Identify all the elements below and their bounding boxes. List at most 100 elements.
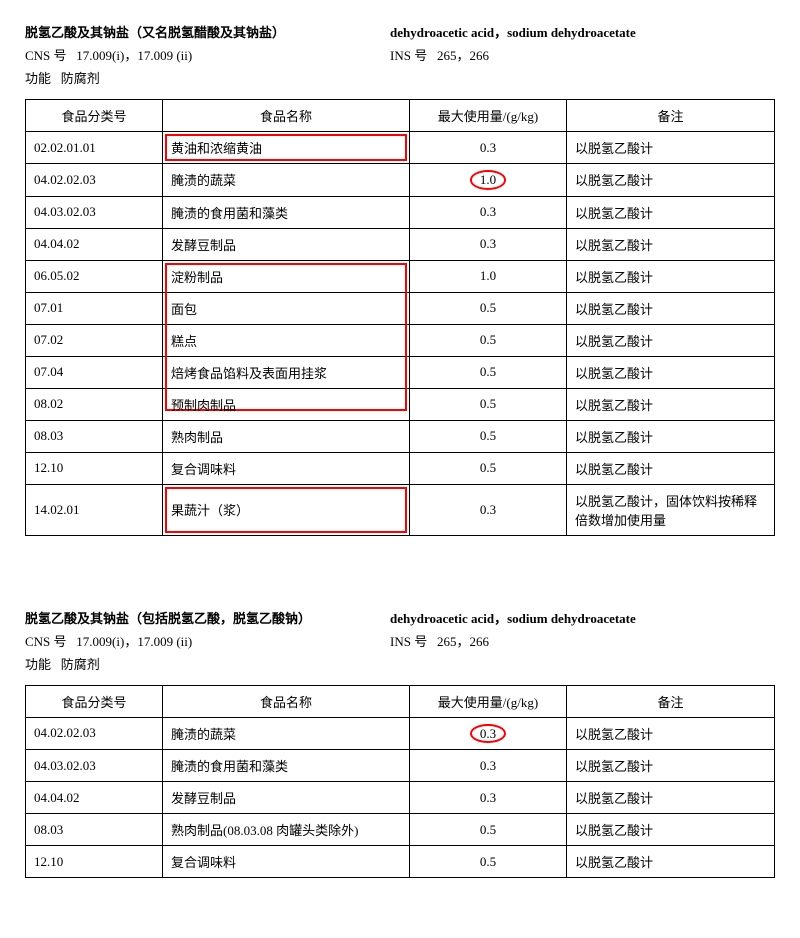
- cell-code: 07.01: [26, 292, 163, 324]
- cell-name: 腌渍的食用菌和藻类: [163, 196, 410, 228]
- cell-name: 腌渍的食用菌和藻类: [163, 750, 410, 782]
- cell-code: 08.03: [26, 814, 163, 846]
- cell-max: 1.0: [410, 164, 567, 197]
- table-row: 12.10复合调味料0.5以脱氢乙酸计: [26, 846, 775, 878]
- cell-note: 以脱氢乙酸计: [567, 814, 775, 846]
- section2-func-label: 功能: [25, 657, 51, 672]
- section1-title-en: dehydroacetic acid，sodium dehydroacetate: [390, 22, 636, 41]
- section2-cns-label: CNS 号: [25, 634, 67, 649]
- th-name: 食品名称: [163, 685, 410, 717]
- cell-max: 0.3: [410, 228, 567, 260]
- cell-code: 04.02.02.03: [26, 164, 163, 197]
- section2-cns-value: 17.009(i)，17.009 (ii): [76, 634, 192, 649]
- section2-title-cn: 脱氢乙酸及其钠盐（包括脱氢乙酸，脱氢乙酸钠）: [25, 608, 390, 627]
- th-note: 备注: [567, 100, 775, 132]
- cell-name: 面包: [163, 292, 410, 324]
- cell-name: 淀粉制品: [163, 260, 410, 292]
- cell-code: 12.10: [26, 846, 163, 878]
- cell-name: 预制肉制品: [163, 388, 410, 420]
- table-row: 08.03熟肉制品0.5以脱氢乙酸计: [26, 420, 775, 452]
- cell-max: 0.3: [410, 484, 567, 535]
- table-row: 08.02预制肉制品0.5以脱氢乙酸计: [26, 388, 775, 420]
- cell-max: 0.3: [410, 132, 567, 164]
- cell-name: 熟肉制品: [163, 420, 410, 452]
- table-row: 04.02.02.03腌渍的蔬菜 1.0 以脱氢乙酸计: [26, 164, 775, 197]
- section2-ins-label: INS 号: [390, 634, 427, 649]
- section2-ins-value: 265，266: [437, 634, 489, 649]
- th-max: 最大使用量/(g/kg): [410, 685, 567, 717]
- cell-code: 08.03: [26, 420, 163, 452]
- cell-note: 以脱氢乙酸计: [567, 260, 775, 292]
- section1-table: 食品分类号 食品名称 最大使用量/(g/kg) 备注 02.02.01.01黄油…: [25, 99, 775, 536]
- highlight-oval: 1.0: [470, 170, 506, 190]
- cell-code: 04.02.02.03: [26, 717, 163, 750]
- section1-ins-value: 265，266: [437, 48, 489, 63]
- section1-title-cn: 脱氢乙酸及其钠盐（又名脱氢醋酸及其钠盐）: [25, 22, 390, 41]
- cell-note: 以脱氢乙酸计: [567, 164, 775, 197]
- cell-code: 02.02.01.01: [26, 132, 163, 164]
- table-row: 04.03.02.03腌渍的食用菌和藻类0.3以脱氢乙酸计: [26, 196, 775, 228]
- cell-note: 以脱氢乙酸计: [567, 196, 775, 228]
- cell-name: 发酵豆制品: [163, 782, 410, 814]
- th-name: 食品名称: [163, 100, 410, 132]
- cell-code: 08.02: [26, 388, 163, 420]
- cell-max: 0.5: [410, 452, 567, 484]
- cell-code: 07.04: [26, 356, 163, 388]
- cell-note: 以脱氢乙酸计: [567, 452, 775, 484]
- table-row: 14.02.01果蔬汁（浆）0.3以脱氢乙酸计，固体饮料按稀释倍数增加使用量: [26, 484, 775, 535]
- highlight-box: [165, 134, 407, 161]
- table-row: 04.02.02.03腌渍的蔬菜 0.3 以脱氢乙酸计: [26, 717, 775, 750]
- cell-name: 腌渍的蔬菜: [163, 717, 410, 750]
- table-row: 06.05.02淀粉制品1.0以脱氢乙酸计: [26, 260, 775, 292]
- cell-note: 以脱氢乙酸计: [567, 324, 775, 356]
- cell-name: 发酵豆制品: [163, 228, 410, 260]
- cell-max: 0.3: [410, 782, 567, 814]
- cell-code: 12.10: [26, 452, 163, 484]
- cell-max: 0.3: [410, 750, 567, 782]
- section1-cns-label: CNS 号: [25, 48, 67, 63]
- cell-note: 以脱氢乙酸计: [567, 750, 775, 782]
- cell-note: 以脱氢乙酸计: [567, 782, 775, 814]
- table-row: 07.04焙烤食品馅料及表面用挂浆0.5以脱氢乙酸计: [26, 356, 775, 388]
- cell-code: 14.02.01: [26, 484, 163, 535]
- section1-func-value: 防腐剂: [61, 71, 100, 86]
- section2-table: 食品分类号 食品名称 最大使用量/(g/kg) 备注 04.02.02.03腌渍…: [25, 685, 775, 879]
- cell-note: 以脱氢乙酸计: [567, 717, 775, 750]
- cell-max: 0.5: [410, 814, 567, 846]
- cell-note: 以脱氢乙酸计: [567, 846, 775, 878]
- cell-name: 复合调味料: [163, 452, 410, 484]
- section1-ins-label: INS 号: [390, 48, 427, 63]
- cell-code: 04.03.02.03: [26, 196, 163, 228]
- table-row: 12.10复合调味料0.5以脱氢乙酸计: [26, 452, 775, 484]
- cell-code: 06.05.02: [26, 260, 163, 292]
- cell-name: 复合调味料: [163, 846, 410, 878]
- table-row: 04.04.02发酵豆制品0.3以脱氢乙酸计: [26, 228, 775, 260]
- section2-func-value: 防腐剂: [61, 657, 100, 672]
- cell-max: 0.5: [410, 846, 567, 878]
- cell-code: 04.04.02: [26, 228, 163, 260]
- cell-max: 0.5: [410, 420, 567, 452]
- cell-note: 以脱氢乙酸计: [567, 292, 775, 324]
- cell-code: 07.02: [26, 324, 163, 356]
- cell-code: 04.03.02.03: [26, 750, 163, 782]
- cell-max: 1.0: [410, 260, 567, 292]
- cell-note: 以脱氢乙酸计: [567, 388, 775, 420]
- cell-max: 0.5: [410, 292, 567, 324]
- th-code: 食品分类号: [26, 100, 163, 132]
- section2-title-en: dehydroacetic acid，sodium dehydroacetate: [390, 608, 636, 627]
- cell-name: 腌渍的蔬菜: [163, 164, 410, 197]
- cell-max: 0.3: [410, 717, 567, 750]
- cell-name: 熟肉制品(08.03.08 肉罐头类除外): [163, 814, 410, 846]
- table-row: 08.03熟肉制品(08.03.08 肉罐头类除外)0.5以脱氢乙酸计: [26, 814, 775, 846]
- table-row: 04.03.02.03腌渍的食用菌和藻类0.3以脱氢乙酸计: [26, 750, 775, 782]
- cell-name: 果蔬汁（浆）: [163, 484, 410, 535]
- cell-code: 04.04.02: [26, 782, 163, 814]
- highlight-oval: 0.3: [470, 724, 506, 744]
- cell-max: 0.5: [410, 324, 567, 356]
- table-row: 02.02.01.01黄油和浓缩黄油0.3以脱氢乙酸计: [26, 132, 775, 164]
- cell-name: 焙烤食品馅料及表面用挂浆: [163, 356, 410, 388]
- cell-note: 以脱氢乙酸计: [567, 132, 775, 164]
- cell-note: 以脱氢乙酸计: [567, 228, 775, 260]
- cell-note: 以脱氢乙酸计，固体饮料按稀释倍数增加使用量: [567, 484, 775, 535]
- cell-max: 0.5: [410, 356, 567, 388]
